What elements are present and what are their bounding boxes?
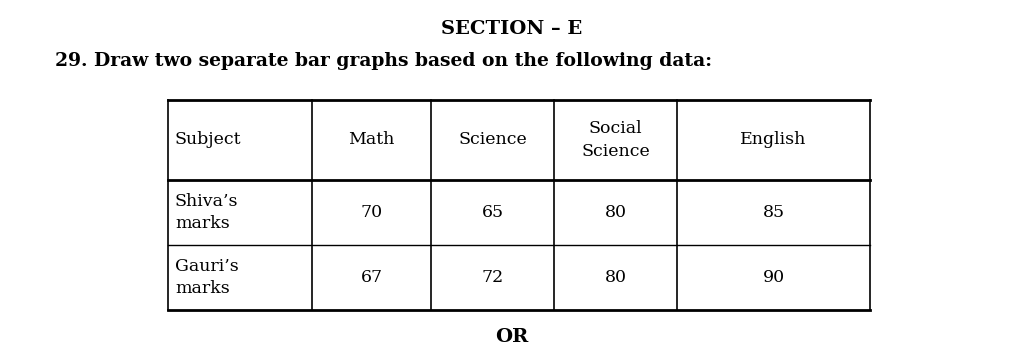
Text: 70: 70 bbox=[360, 204, 383, 221]
Text: 90: 90 bbox=[763, 269, 784, 286]
Text: 85: 85 bbox=[763, 204, 784, 221]
Text: Science: Science bbox=[459, 131, 527, 149]
Text: English: English bbox=[740, 131, 807, 149]
Text: Math: Math bbox=[348, 131, 395, 149]
Text: OR: OR bbox=[496, 328, 528, 346]
Text: 65: 65 bbox=[481, 204, 504, 221]
Text: Social
Science: Social Science bbox=[582, 120, 650, 159]
Text: 72: 72 bbox=[481, 269, 504, 286]
Text: 67: 67 bbox=[360, 269, 383, 286]
Text: 29. Draw two separate bar graphs based on the following data:: 29. Draw two separate bar graphs based o… bbox=[55, 52, 712, 70]
Text: Subject: Subject bbox=[175, 131, 242, 149]
Text: 80: 80 bbox=[604, 269, 627, 286]
Text: SECTION – E: SECTION – E bbox=[441, 20, 583, 38]
Text: Gauri’s
marks: Gauri’s marks bbox=[175, 258, 239, 297]
Text: Shiva’s
marks: Shiva’s marks bbox=[175, 193, 239, 232]
Text: 80: 80 bbox=[604, 204, 627, 221]
